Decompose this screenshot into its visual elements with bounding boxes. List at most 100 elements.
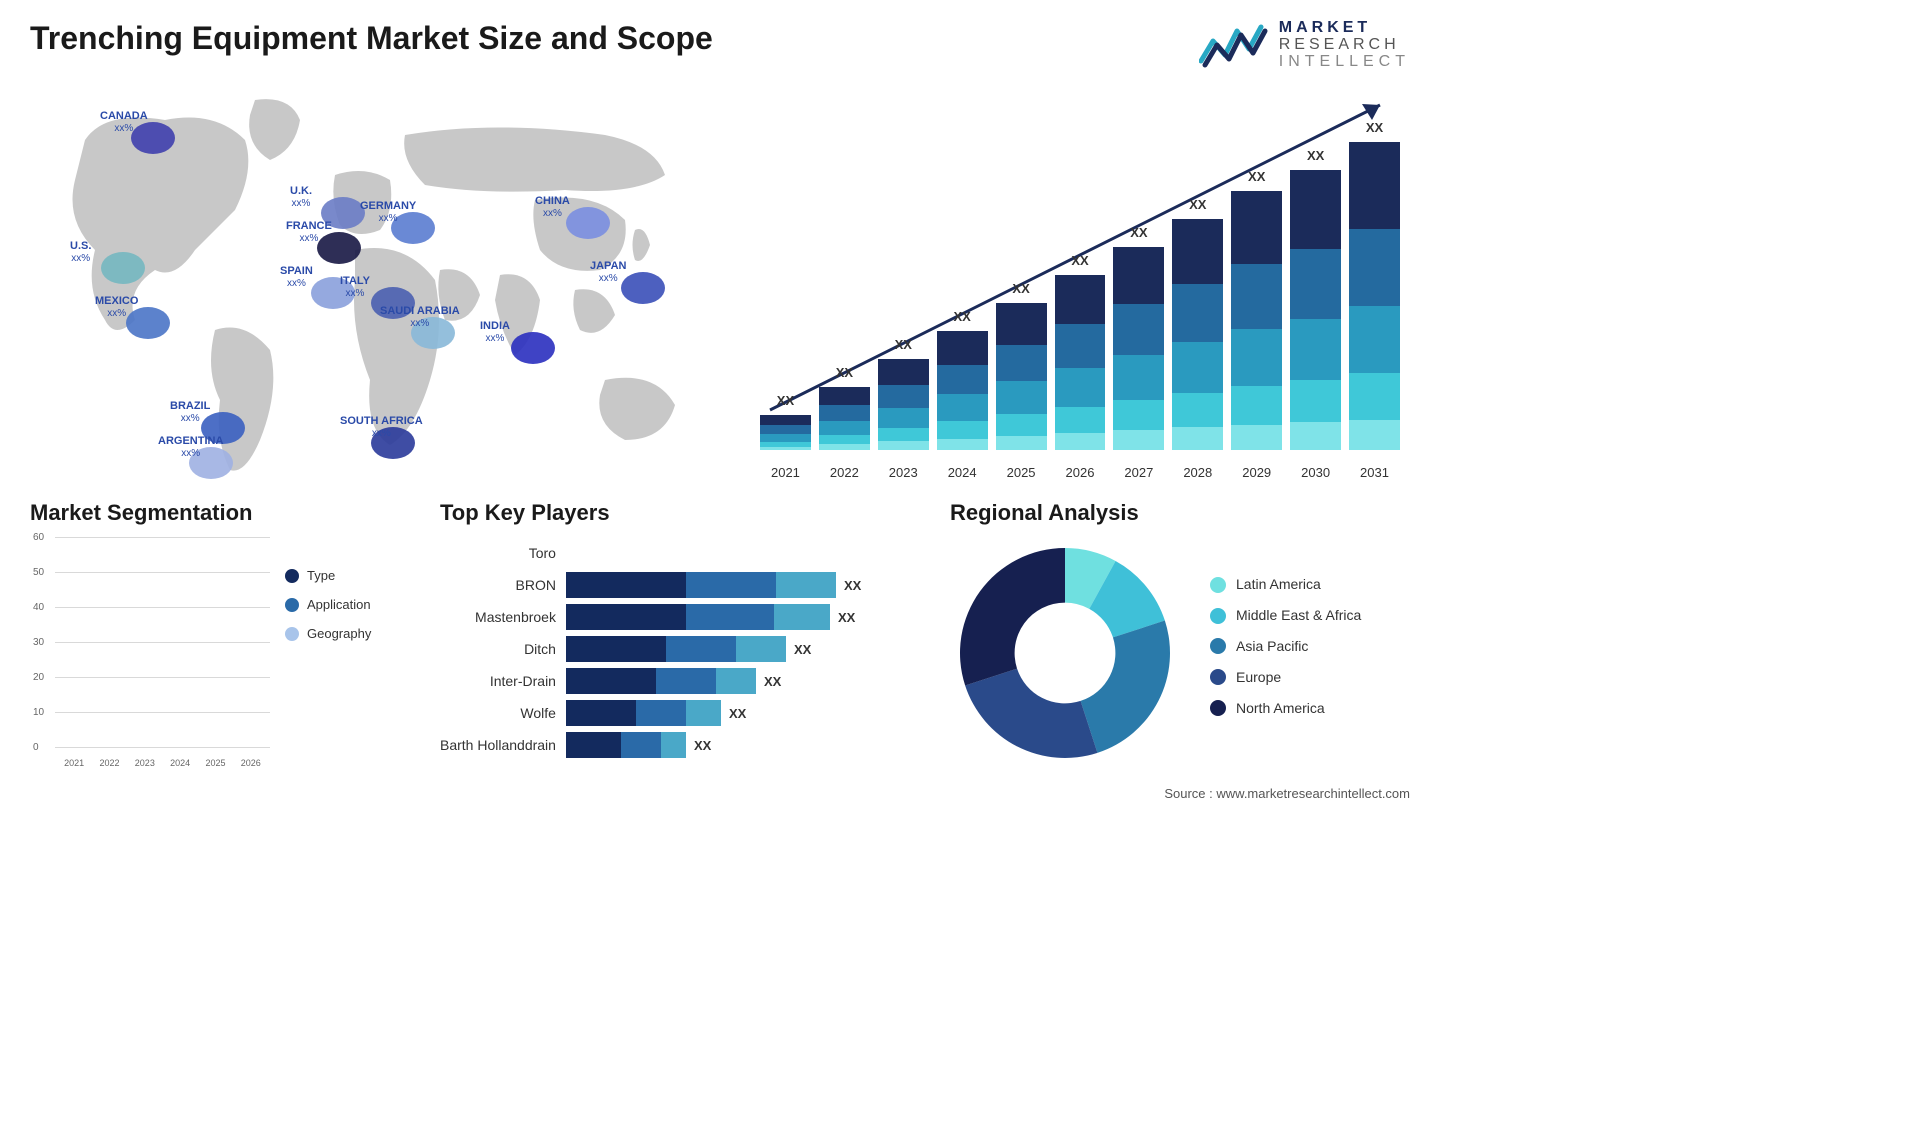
legend-label: Middle East & Africa: [1236, 607, 1361, 624]
forecast-seg: [996, 436, 1047, 451]
player-bar-seg: [686, 572, 776, 598]
player-row: XX: [566, 668, 920, 694]
seg-xtick: 2026: [236, 758, 266, 768]
forecast-bar-2027: XX: [1113, 100, 1164, 450]
forecast-seg: [1349, 373, 1400, 419]
player-row: XX: [566, 732, 920, 758]
forecast-bar-2028: XX: [1172, 100, 1223, 450]
player-bar-seg: [686, 700, 721, 726]
forecast-seg: [996, 345, 1047, 382]
player-row: XX: [566, 572, 920, 598]
regional-legend-item: Europe: [1210, 669, 1410, 686]
forecast-seg: [1113, 430, 1164, 450]
forecast-seg: [1349, 420, 1400, 451]
forecast-seg: [819, 387, 870, 405]
forecast-seg: [1231, 425, 1282, 451]
player-value: XX: [694, 738, 711, 753]
player-bar-seg: [566, 700, 636, 726]
player-bar-seg: [566, 636, 666, 662]
forecast-xtick: 2021: [760, 465, 811, 480]
forecast-seg: [819, 444, 870, 450]
forecast-seg: [1113, 355, 1164, 400]
player-bar-seg: [566, 604, 686, 630]
player-bar-seg: [661, 732, 686, 758]
forecast-seg: [1113, 400, 1164, 430]
forecast-seg: [937, 439, 988, 451]
forecast-seg: [1290, 422, 1341, 450]
legend-label: Type: [307, 568, 335, 583]
player-label: Inter-Drain: [490, 668, 556, 694]
forecast-seg: [937, 421, 988, 439]
regional-legend-item: North America: [1210, 700, 1410, 717]
forecast-seg: [996, 414, 1047, 436]
forecast-seg: [996, 303, 1047, 344]
player-bar-seg: [636, 700, 686, 726]
bottom-row: Market Segmentation 0102030405060 202120…: [30, 500, 1410, 768]
forecast-bar-2029: XX: [1231, 100, 1282, 450]
legend-label: Application: [307, 597, 371, 612]
player-label: Toro: [529, 540, 556, 566]
logo-text: MARKET RESEARCH INTELLECT: [1279, 20, 1410, 70]
forecast-bar-2031: XX: [1349, 100, 1400, 450]
forecast-bar-label: XX: [1248, 169, 1265, 184]
forecast-seg: [760, 415, 811, 425]
player-bar-seg: [566, 732, 621, 758]
player-bar-seg: [774, 604, 830, 630]
page-title: Trenching Equipment Market Size and Scop…: [30, 20, 713, 57]
forecast-seg: [760, 447, 811, 451]
forecast-seg: [1172, 219, 1223, 284]
forecast-seg: [937, 394, 988, 420]
header: Trenching Equipment Market Size and Scop…: [30, 20, 1410, 70]
player-row: XX: [566, 700, 920, 726]
player-bar-seg: [656, 668, 716, 694]
forecast-xtick: 2027: [1113, 465, 1164, 480]
seg-legend-item: Application: [285, 597, 410, 612]
legend-label: Europe: [1236, 669, 1281, 686]
seg-xtick: 2023: [130, 758, 160, 768]
regional-donut: [950, 538, 1180, 768]
forecast-bar-2023: XX: [878, 100, 929, 450]
forecast-seg: [1172, 284, 1223, 342]
player-label: Ditch: [524, 636, 556, 662]
forecast-seg: [819, 405, 870, 421]
player-label: Wolfe: [520, 700, 556, 726]
forecast-bar-2025: XX: [996, 100, 1047, 450]
player-bar-seg: [566, 668, 656, 694]
forecast-seg: [1113, 247, 1164, 304]
forecast-seg: [937, 331, 988, 364]
legend-swatch-icon: [285, 627, 299, 641]
forecast-bar-2024: XX: [937, 100, 988, 450]
forecast-seg: [1231, 264, 1282, 329]
brand-logo: MARKET RESEARCH INTELLECT: [1199, 20, 1410, 70]
forecast-xtick: 2031: [1349, 465, 1400, 480]
legend-label: Latin America: [1236, 576, 1321, 593]
regional-title: Regional Analysis: [950, 500, 1410, 526]
segmentation-chart: 0102030405060 202120222023202420252026: [30, 538, 270, 768]
forecast-seg: [1055, 324, 1106, 368]
forecast-seg: [760, 434, 811, 442]
seg-legend-item: Type: [285, 568, 410, 583]
forecast-bar-label: XX: [836, 365, 853, 380]
forecast-bar-2030: XX: [1290, 100, 1341, 450]
source-attribution: Source : www.marketresearchintellect.com: [30, 786, 1410, 801]
player-value: XX: [729, 706, 746, 721]
seg-xtick: 2021: [59, 758, 89, 768]
forecast-bar-label: XX: [1189, 197, 1206, 212]
forecast-seg: [878, 385, 929, 408]
forecast-seg: [996, 381, 1047, 413]
forecast-seg: [1172, 393, 1223, 428]
player-label: Mastenbroek: [475, 604, 556, 630]
forecast-xtick: 2028: [1172, 465, 1223, 480]
forecast-seg: [1349, 142, 1400, 228]
forecast-seg: [1290, 249, 1341, 319]
forecast-bar-label: XX: [1366, 120, 1383, 135]
forecast-seg: [1113, 304, 1164, 355]
players-panel: Top Key Players ToroBRONMastenbroekDitch…: [440, 500, 920, 768]
forecast-bar-label: XX: [777, 393, 794, 408]
forecast-seg: [937, 365, 988, 395]
seg-xtick: 2025: [200, 758, 230, 768]
forecast-bar-label: XX: [1012, 281, 1029, 296]
player-bar-seg: [666, 636, 736, 662]
forecast-seg: [819, 435, 870, 444]
regional-legend: Latin AmericaMiddle East & AfricaAsia Pa…: [1210, 576, 1410, 730]
